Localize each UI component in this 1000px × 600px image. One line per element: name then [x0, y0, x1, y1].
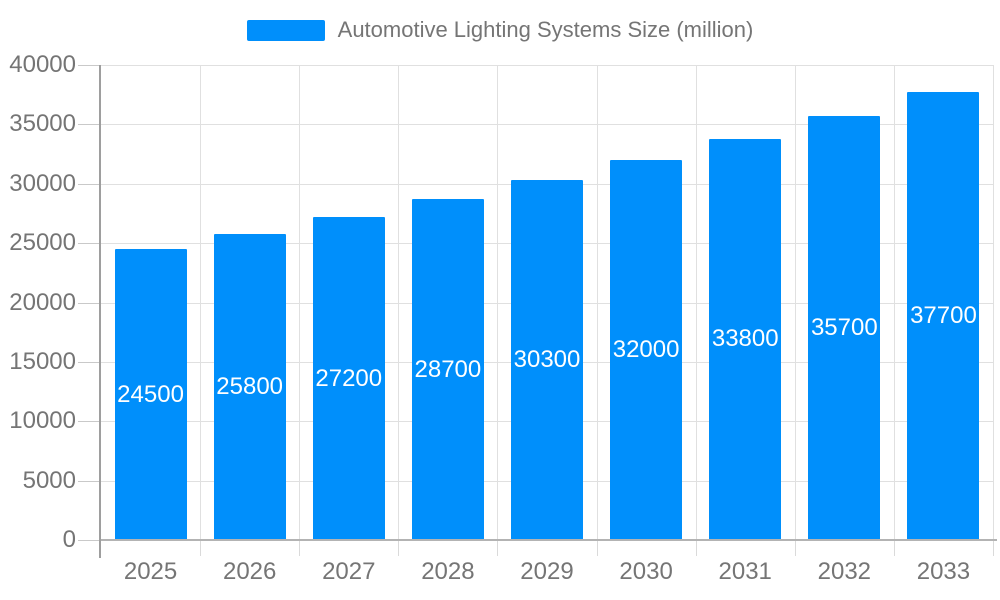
bar — [213, 233, 286, 540]
bar-value-label: 35700 — [810, 314, 878, 342]
bar — [312, 217, 385, 540]
y-tick-label: 40000 — [9, 51, 76, 78]
y-gridline — [101, 65, 993, 66]
y-tick-mark — [78, 540, 101, 541]
legend-item[interactable]: Automotive Lighting Systems Size (millio… — [0, 12, 1000, 48]
x-tick-label: 2027 — [322, 558, 376, 585]
y-tick-label: 35000 — [9, 110, 76, 138]
legend-swatch-icon — [246, 19, 325, 41]
bar-value-label: 28700 — [414, 355, 482, 383]
x-tick-mark — [596, 540, 598, 556]
y-tick-mark — [78, 65, 101, 66]
x-gridline — [497, 65, 499, 540]
y-tick-mark — [78, 243, 101, 245]
bar-value-label: 30300 — [513, 346, 581, 374]
bar — [511, 180, 583, 540]
bar-value-label: 27200 — [315, 364, 383, 392]
x-tick-mark — [993, 540, 994, 556]
y-gridline — [101, 124, 993, 126]
x-tick-label: 2032 — [817, 558, 872, 585]
bar-value-label: 24500 — [117, 380, 184, 408]
y-tick-mark — [78, 302, 101, 304]
y-tick-label: 20000 — [9, 288, 76, 316]
y-tick-mark — [78, 183, 101, 185]
y-tick-label: 30000 — [9, 169, 76, 197]
x-tick-label: 2028 — [421, 558, 475, 585]
bar — [709, 138, 782, 540]
bar-value-label: 25800 — [216, 372, 284, 400]
x-tick-mark — [200, 540, 202, 556]
x-gridline — [993, 65, 994, 540]
y-tick-label: 5000 — [22, 466, 76, 494]
x-tick-label: 2030 — [619, 558, 673, 585]
y-tick-label: 15000 — [9, 347, 76, 375]
x-tick-mark — [299, 540, 301, 556]
x-axis-line — [101, 539, 997, 541]
y-tick-label: 10000 — [9, 407, 76, 435]
x-tick-mark — [398, 540, 400, 556]
bar-value-label: 33800 — [711, 325, 779, 353]
x-gridline — [299, 65, 301, 540]
y-tick-mark — [78, 480, 101, 482]
x-gridline — [596, 65, 598, 540]
x-gridline — [794, 65, 796, 540]
bar — [114, 249, 187, 540]
x-tick-label: 2025 — [123, 558, 178, 585]
x-tick-label: 2026 — [222, 558, 277, 585]
y-axis-line — [99, 65, 101, 558]
x-tick-mark — [497, 540, 499, 556]
x-gridline — [200, 65, 202, 540]
x-gridline — [695, 65, 697, 540]
y-tick-mark — [78, 124, 101, 126]
bar — [411, 199, 484, 540]
x-tick-mark — [794, 540, 796, 556]
x-tick-label: 2029 — [520, 558, 574, 585]
y-tick-mark — [78, 361, 101, 363]
bar-value-label: 32000 — [612, 336, 680, 363]
bar — [808, 116, 881, 540]
y-tick-label: 0 — [62, 526, 76, 553]
bar — [610, 160, 683, 540]
x-gridline — [398, 65, 400, 540]
y-tick-mark — [78, 421, 101, 423]
bar-value-label: 37700 — [910, 302, 977, 330]
y-tick-label: 25000 — [9, 229, 76, 257]
bar — [907, 92, 980, 540]
x-gridline — [893, 65, 895, 540]
legend-label: Automotive Lighting Systems Size (millio… — [337, 17, 754, 42]
x-tick-mark — [893, 540, 895, 556]
x-tick-mark — [695, 540, 697, 556]
x-tick-label: 2033 — [916, 558, 971, 585]
x-tick-label: 2031 — [718, 558, 772, 585]
